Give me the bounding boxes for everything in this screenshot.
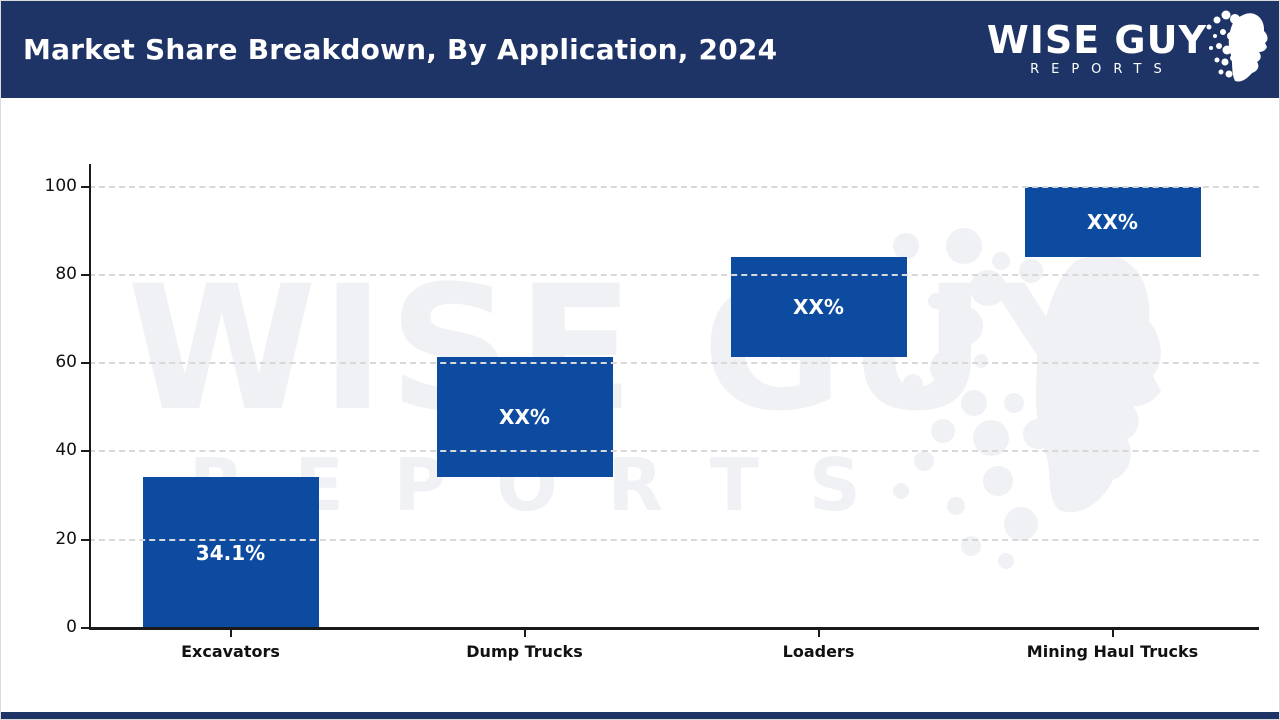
bar-value-label: 34.1% — [195, 540, 266, 565]
x-category-label: Loaders — [782, 642, 855, 661]
x-category-label: Mining Haul Trucks — [1026, 642, 1199, 661]
gridline-40 — [89, 450, 1259, 453]
gridline-20 — [89, 538, 1259, 541]
x-tick-1 — [523, 630, 526, 637]
watermark-wordmark: WISE GUY — [127, 248, 1120, 449]
x-category-label: Dump Trucks — [466, 642, 583, 661]
logo-subtext: REPORTS — [1030, 62, 1174, 77]
bar-mining-haul-trucks: XX% — [1024, 186, 1201, 258]
x-category-label: Excavators — [181, 642, 280, 661]
wise-guy-logo: WISE GUY REPORTS — [987, 5, 1271, 90]
watermark-dotted-head — [889, 228, 1161, 569]
y-tick-40 — [81, 450, 89, 453]
gridline-100 — [89, 185, 1259, 188]
y-tick-0 — [81, 627, 89, 629]
y-tick-label-60: 60 — [55, 352, 77, 373]
logo-wordmark: WISE GUY — [986, 18, 1207, 62]
y-tick-label-20: 20 — [55, 528, 77, 549]
footer-bar — [1, 712, 1279, 719]
header-bar: Market Share Breakdown, By Application, … — [1, 1, 1279, 98]
y-tick-60 — [81, 362, 89, 365]
y-tick-label-100: 100 — [44, 175, 77, 196]
bar-value-label: XX% — [1087, 209, 1138, 234]
y-axis-line — [89, 164, 91, 630]
y-tick-100 — [81, 185, 89, 188]
x-tick-3 — [1111, 630, 1114, 637]
x-tick-0 — [229, 630, 232, 637]
logo-text: WISE GUY REPORTS — [987, 21, 1207, 76]
x-tick-2 — [817, 630, 820, 637]
gridline-80 — [89, 273, 1259, 276]
y-tick-label-40: 40 — [55, 440, 77, 461]
x-axis-line — [89, 627, 1259, 630]
bar-value-label: XX% — [793, 295, 844, 320]
bar-loaders: XX% — [730, 257, 907, 358]
y-tick-label-0: 0 — [66, 617, 77, 637]
gridline-60 — [89, 362, 1259, 365]
bar-dump-trucks: XX% — [436, 357, 613, 478]
y-tick-20 — [81, 538, 89, 541]
bar-excavators: 34.1% — [142, 477, 319, 628]
dotted-head-icon — [1206, 10, 1268, 82]
y-tick-80 — [81, 273, 89, 276]
y-tick-label-80: 80 — [55, 263, 77, 284]
page-title: Market Share Breakdown, By Application, … — [23, 33, 778, 66]
bar-value-label: XX% — [499, 405, 550, 430]
